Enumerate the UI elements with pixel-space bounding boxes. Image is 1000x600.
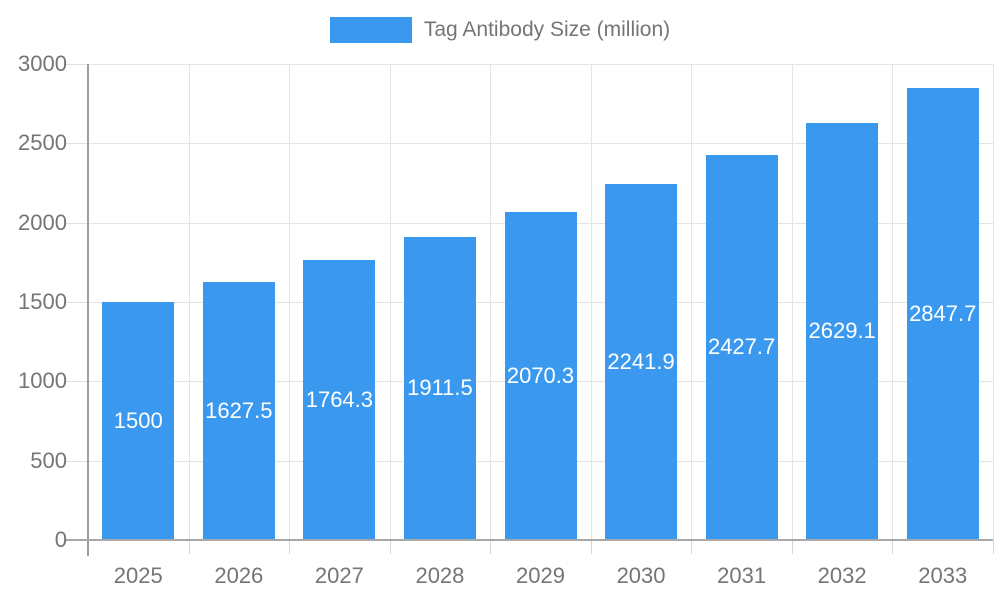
x-gridline (791, 64, 793, 540)
bar-2033[interactable] (906, 88, 979, 540)
bar-2030[interactable] (605, 184, 678, 540)
x-gridline (389, 64, 391, 540)
bar-value-label: 1764.3 (305, 387, 374, 413)
bar-value-label: 2241.9 (607, 349, 675, 375)
x-axis-tick-label: 2030 (616, 563, 666, 588)
x-axis-tick-label: 2033 (918, 563, 968, 588)
bar-value-label: 2427.7 (707, 334, 776, 360)
x-axis-tick-label: 2028 (415, 563, 465, 588)
y-axis-tick (66, 64, 88, 65)
bar-value-label: 2847.7 (909, 301, 977, 327)
x-gridline (691, 64, 693, 540)
x-axis-tick (289, 540, 291, 554)
legend-label: Tag Antibody Size (million) (423, 18, 671, 41)
y-axis-tick (66, 381, 88, 383)
y-axis-tick (66, 302, 88, 303)
x-axis-tick (892, 540, 894, 554)
x-axis-tick (590, 540, 592, 554)
x-axis-tick (188, 540, 190, 554)
y-axis-tick-label: 1000 (18, 368, 67, 394)
bar-value-label: 1627.5 (205, 397, 273, 423)
bar-2026[interactable] (202, 281, 275, 540)
x-axis-tick (490, 540, 492, 554)
x-gridline (892, 64, 894, 540)
x-axis-line (66, 539, 993, 541)
legend-swatch (329, 17, 412, 43)
x-axis-tick (389, 540, 391, 554)
x-gridline (289, 64, 291, 540)
x-axis-tick-label: 2026 (214, 563, 264, 588)
x-gridline (188, 64, 190, 540)
x-axis-tick-label: 2025 (113, 563, 163, 588)
y-gridline (88, 64, 993, 65)
y-axis-tick-label: 2500 (18, 130, 67, 156)
x-axis-tick (791, 540, 793, 554)
bar-value-label: 2070.3 (506, 362, 575, 388)
x-axis-tick (691, 540, 693, 554)
y-axis-tick-label: 1500 (18, 289, 67, 314)
y-axis-tick-label: 0 (54, 527, 67, 552)
y-axis-line (87, 64, 89, 556)
legend-item[interactable]: Tag Antibody Size (million) (329, 17, 671, 43)
bar-value-label: 1911.5 (407, 375, 473, 401)
x-axis-tick-label: 2032 (817, 563, 867, 588)
x-axis-tick-label: 2031 (717, 563, 767, 588)
bar-2027[interactable] (303, 260, 376, 540)
x-gridline (590, 64, 592, 540)
y-gridline (88, 143, 993, 145)
bar-value-label: 2629.1 (808, 318, 876, 344)
x-axis-tick-label: 2027 (314, 563, 364, 588)
x-gridline (490, 64, 492, 540)
y-axis-tick-label: 2000 (18, 209, 67, 235)
y-axis-tick (66, 143, 88, 145)
bar-2029[interactable] (504, 211, 577, 540)
x-gridline (993, 64, 994, 540)
chart-legend: Tag Antibody Size (million) (0, 17, 1000, 43)
y-axis-tick (66, 460, 88, 462)
x-axis-tick-label: 2029 (516, 563, 565, 588)
bar-value-label: 1500 (113, 408, 163, 433)
y-axis-tick-label: 3000 (18, 51, 67, 76)
bar-2025[interactable] (102, 302, 175, 540)
bar-2032[interactable] (806, 122, 879, 540)
y-axis-tick (66, 222, 88, 224)
bar-2031[interactable] (705, 154, 778, 540)
bar-2028[interactable] (403, 236, 476, 540)
x-axis-tick (993, 540, 994, 554)
y-axis-tick-label: 500 (30, 447, 67, 473)
